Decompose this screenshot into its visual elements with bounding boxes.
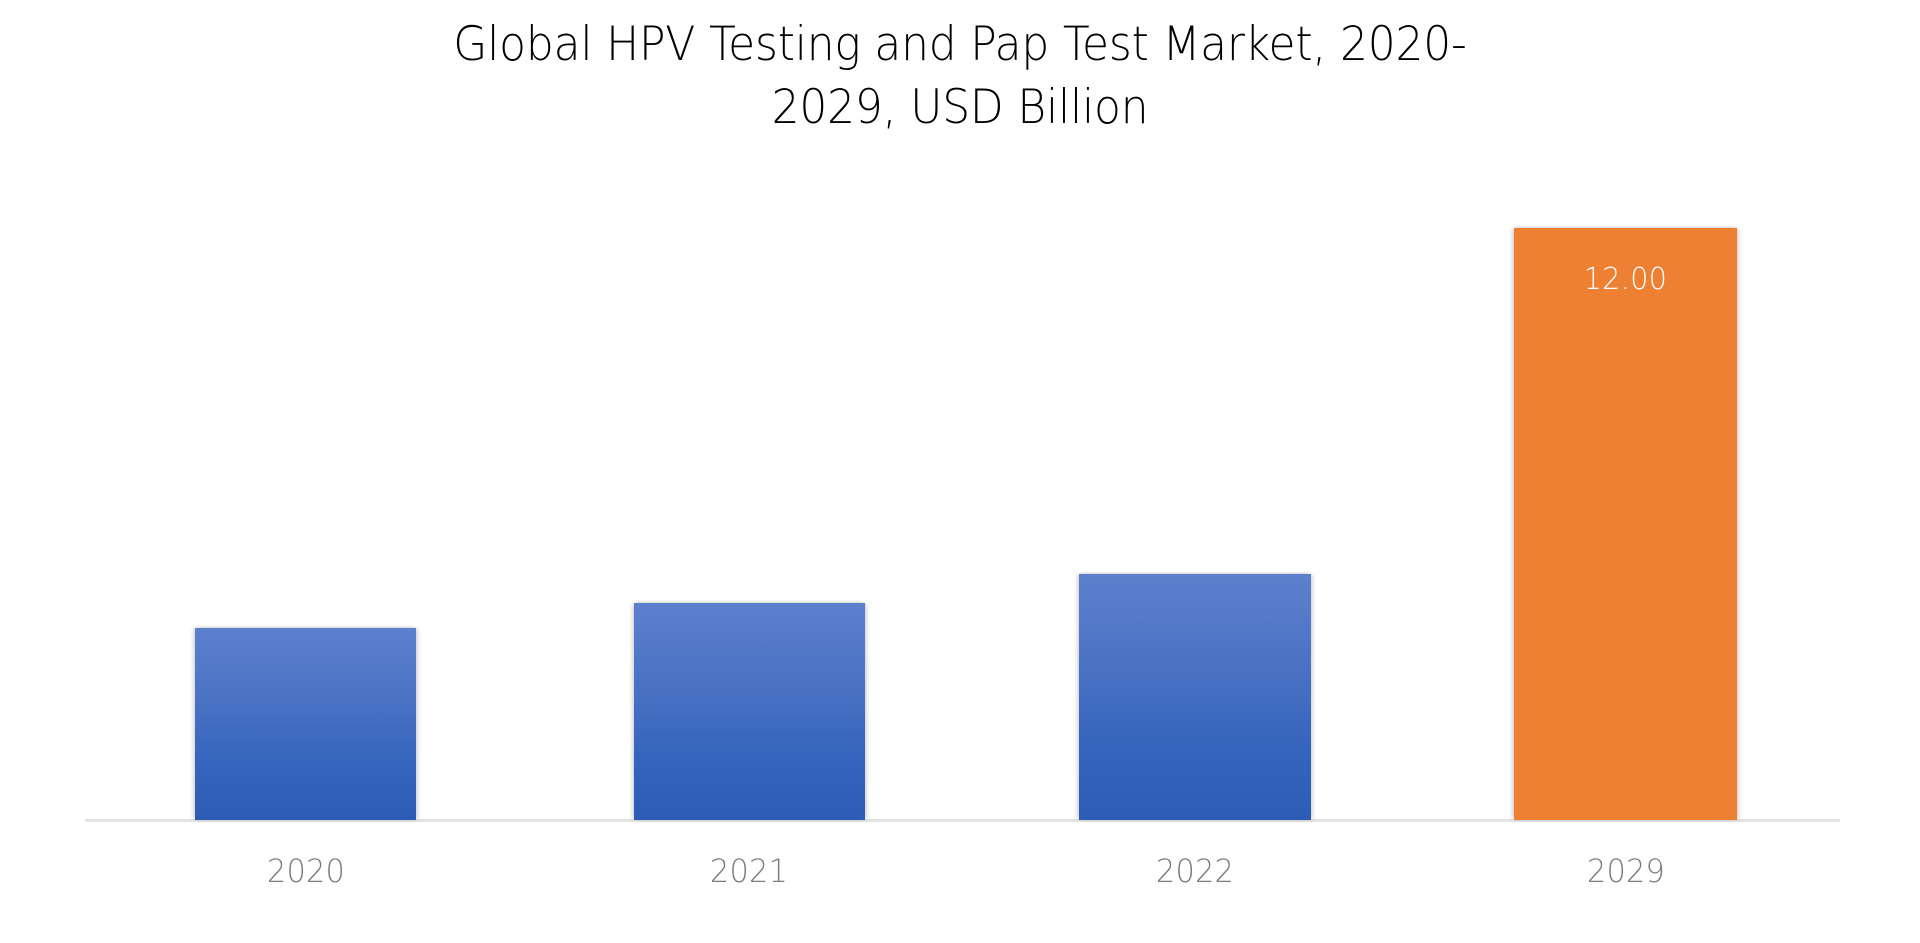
bar-value-label-2029: 12.00 <box>1583 262 1668 297</box>
category-label-2022: 2022 <box>1155 852 1235 890</box>
category-label-2029: 2029 <box>1586 852 1666 890</box>
bar-2022[interactable] <box>1079 574 1311 820</box>
category-label-2020: 2020 <box>266 852 346 890</box>
chart-title: Global HPV Testing and Pap Test Market, … <box>453 17 1467 135</box>
category-axis-line <box>85 819 1840 822</box>
bar-2020[interactable] <box>195 628 416 820</box>
bar-2021[interactable] <box>634 603 865 820</box>
bar-2029[interactable]: 12.00 <box>1514 228 1737 820</box>
category-label-2021: 2021 <box>709 852 789 890</box>
